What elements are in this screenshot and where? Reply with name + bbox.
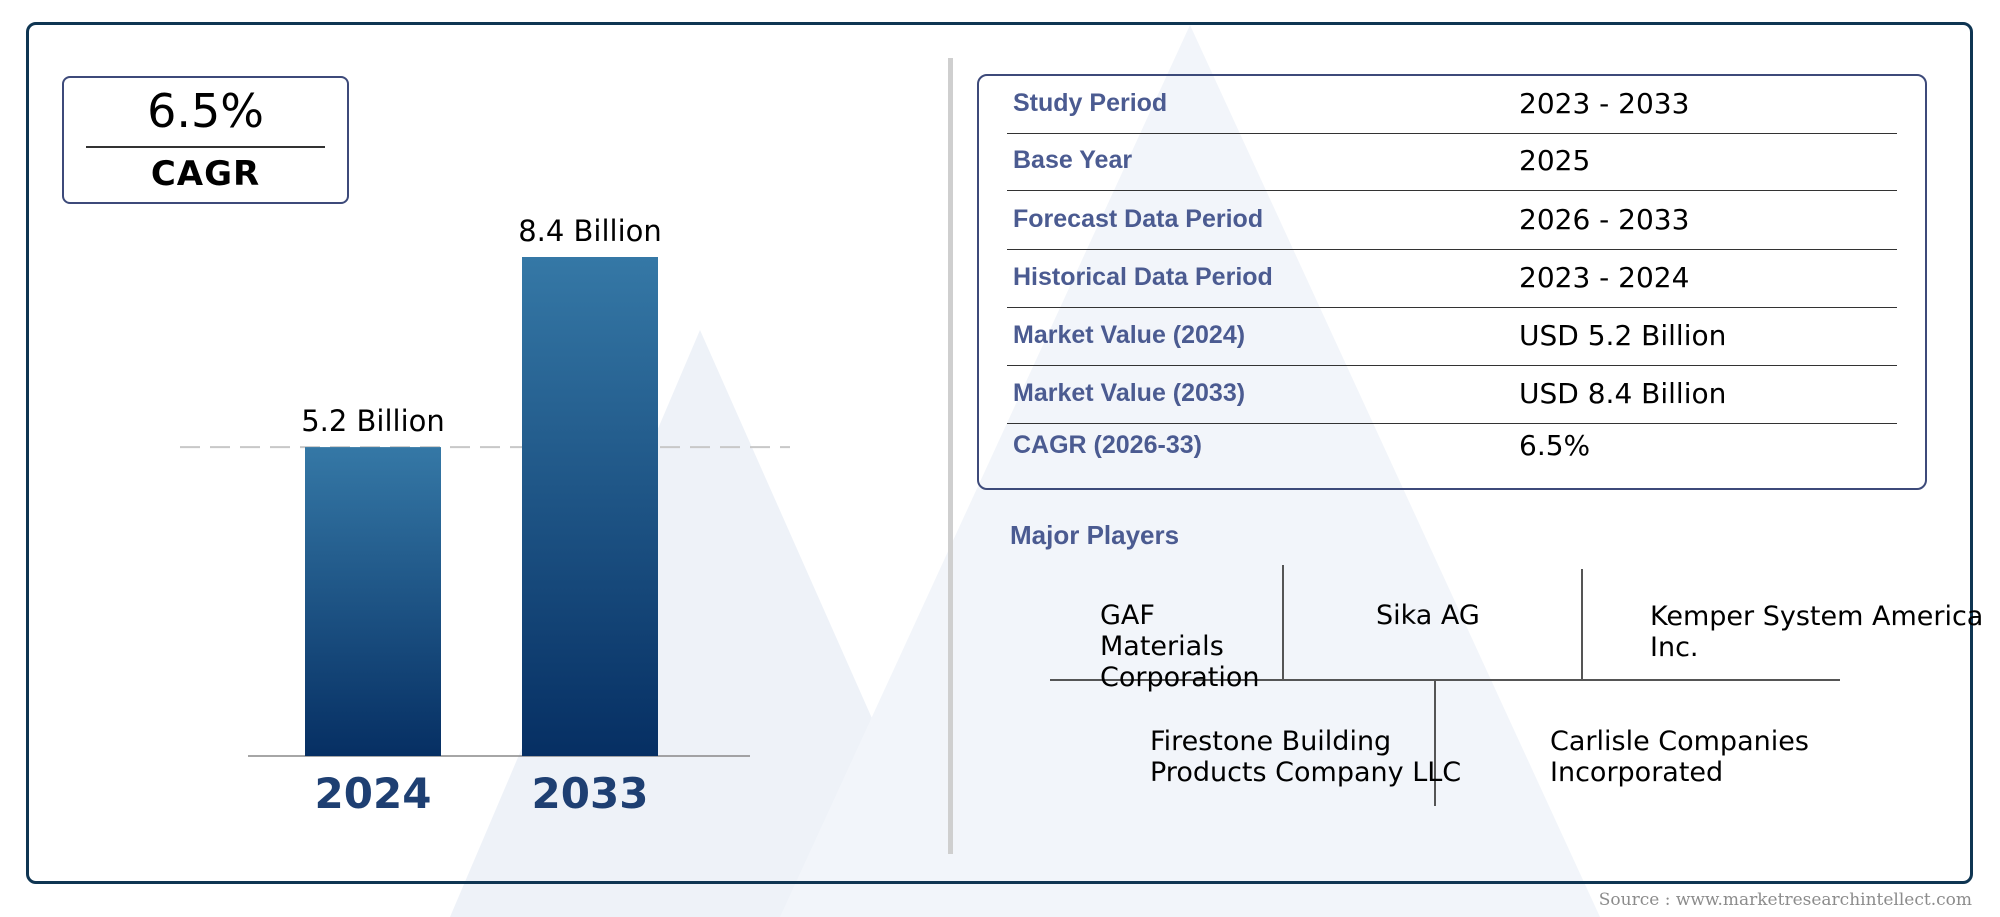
bar-chart: 5.2 Billion 2024 8.4 Billion 2033: [180, 214, 790, 818]
cagr-label: CAGR: [150, 154, 261, 194]
player-sika: Sika AG: [1376, 600, 1480, 631]
info-row-value: 2023 - 2033: [1519, 87, 1690, 120]
info-row-value: USD 8.4 Billion: [1519, 377, 1727, 410]
player-kemper: Kemper System America Inc.: [1650, 601, 1983, 663]
info-row: Market Value (2033) USD 8.4 Billion: [1007, 366, 1897, 424]
player-carlisle-line2: Incorporated: [1550, 757, 1724, 788]
cagr-separator: [86, 146, 325, 148]
info-row-key: CAGR (2026-33): [1013, 431, 1202, 459]
panel-divider: [948, 58, 953, 854]
bar-2033: [522, 257, 658, 756]
player-gaf-line3: Corporation: [1100, 662, 1260, 693]
outer-frame: [26, 22, 1973, 884]
player-firestone: Firestone Building Products Company LLC: [1150, 726, 1461, 788]
player-sika-line1: Sika AG: [1376, 600, 1480, 631]
info-row: CAGR (2026-33) 6.5%: [1007, 418, 1897, 476]
info-row-value: 2025: [1519, 144, 1591, 177]
players-vertical-divider-3: [1434, 680, 1436, 806]
players-horizontal-divider: [1050, 679, 1840, 681]
player-gaf: GAF Materials Corporation: [1100, 600, 1260, 693]
player-kemper-line2: Inc.: [1650, 632, 1699, 663]
info-row: Historical Data Period 2023 - 2024: [1007, 250, 1897, 308]
bar-value-label: 5.2 Billion: [301, 404, 445, 438]
player-firestone-line1: Firestone Building: [1150, 726, 1392, 757]
bar-2024: [305, 447, 441, 756]
info-row-key: Market Value (2033): [1013, 379, 1246, 407]
info-row-value: 6.5%: [1519, 429, 1591, 462]
category-tick-label: 2024: [315, 769, 432, 818]
cagr-box: 6.5% CAGR: [62, 76, 349, 204]
player-kemper-line1: Kemper System America: [1650, 601, 1984, 632]
info-row: Market Value (2024) USD 5.2 Billion: [1007, 308, 1897, 366]
info-row-value: 2023 - 2024: [1519, 261, 1690, 294]
player-carlisle: Carlisle Companies Incorporated: [1550, 726, 1809, 788]
cagr-value: 6.5%: [147, 84, 264, 138]
player-carlisle-line1: Carlisle Companies: [1550, 726, 1809, 757]
player-firestone-line2: Products Company LLC: [1150, 757, 1462, 788]
market-info-table: Study Period 2023 - 2033 Base Year 2025 Fore…: [977, 74, 1927, 490]
info-row-value: USD 5.2 Billion: [1519, 319, 1727, 352]
info-row-key: Market Value (2024): [1013, 321, 1246, 349]
players-vertical-divider-1: [1282, 565, 1284, 680]
info-row-key: Historical Data Period: [1013, 263, 1273, 291]
category-tick-label: 2033: [532, 769, 649, 818]
bar-value-label: 8.4 Billion: [518, 214, 662, 248]
info-row: Study Period 2023 - 2033: [1007, 76, 1897, 134]
info-row-value: 2026 - 2033: [1519, 203, 1690, 236]
info-row-key: Base Year: [1013, 146, 1133, 174]
source-credit: Source : www.marketresearchintellect.com: [1598, 890, 1972, 910]
player-gaf-line2: Materials: [1100, 631, 1224, 662]
info-row-key: Study Period: [1013, 89, 1168, 117]
info-row: Base Year 2025: [1007, 133, 1897, 191]
major-players-title: Major Players: [1010, 520, 1180, 550]
player-gaf-line1: GAF: [1100, 600, 1155, 631]
info-row-key: Forecast Data Period: [1013, 205, 1264, 233]
info-row: Forecast Data Period 2026 - 2033: [1007, 192, 1897, 250]
players-vertical-divider-2: [1581, 569, 1583, 680]
